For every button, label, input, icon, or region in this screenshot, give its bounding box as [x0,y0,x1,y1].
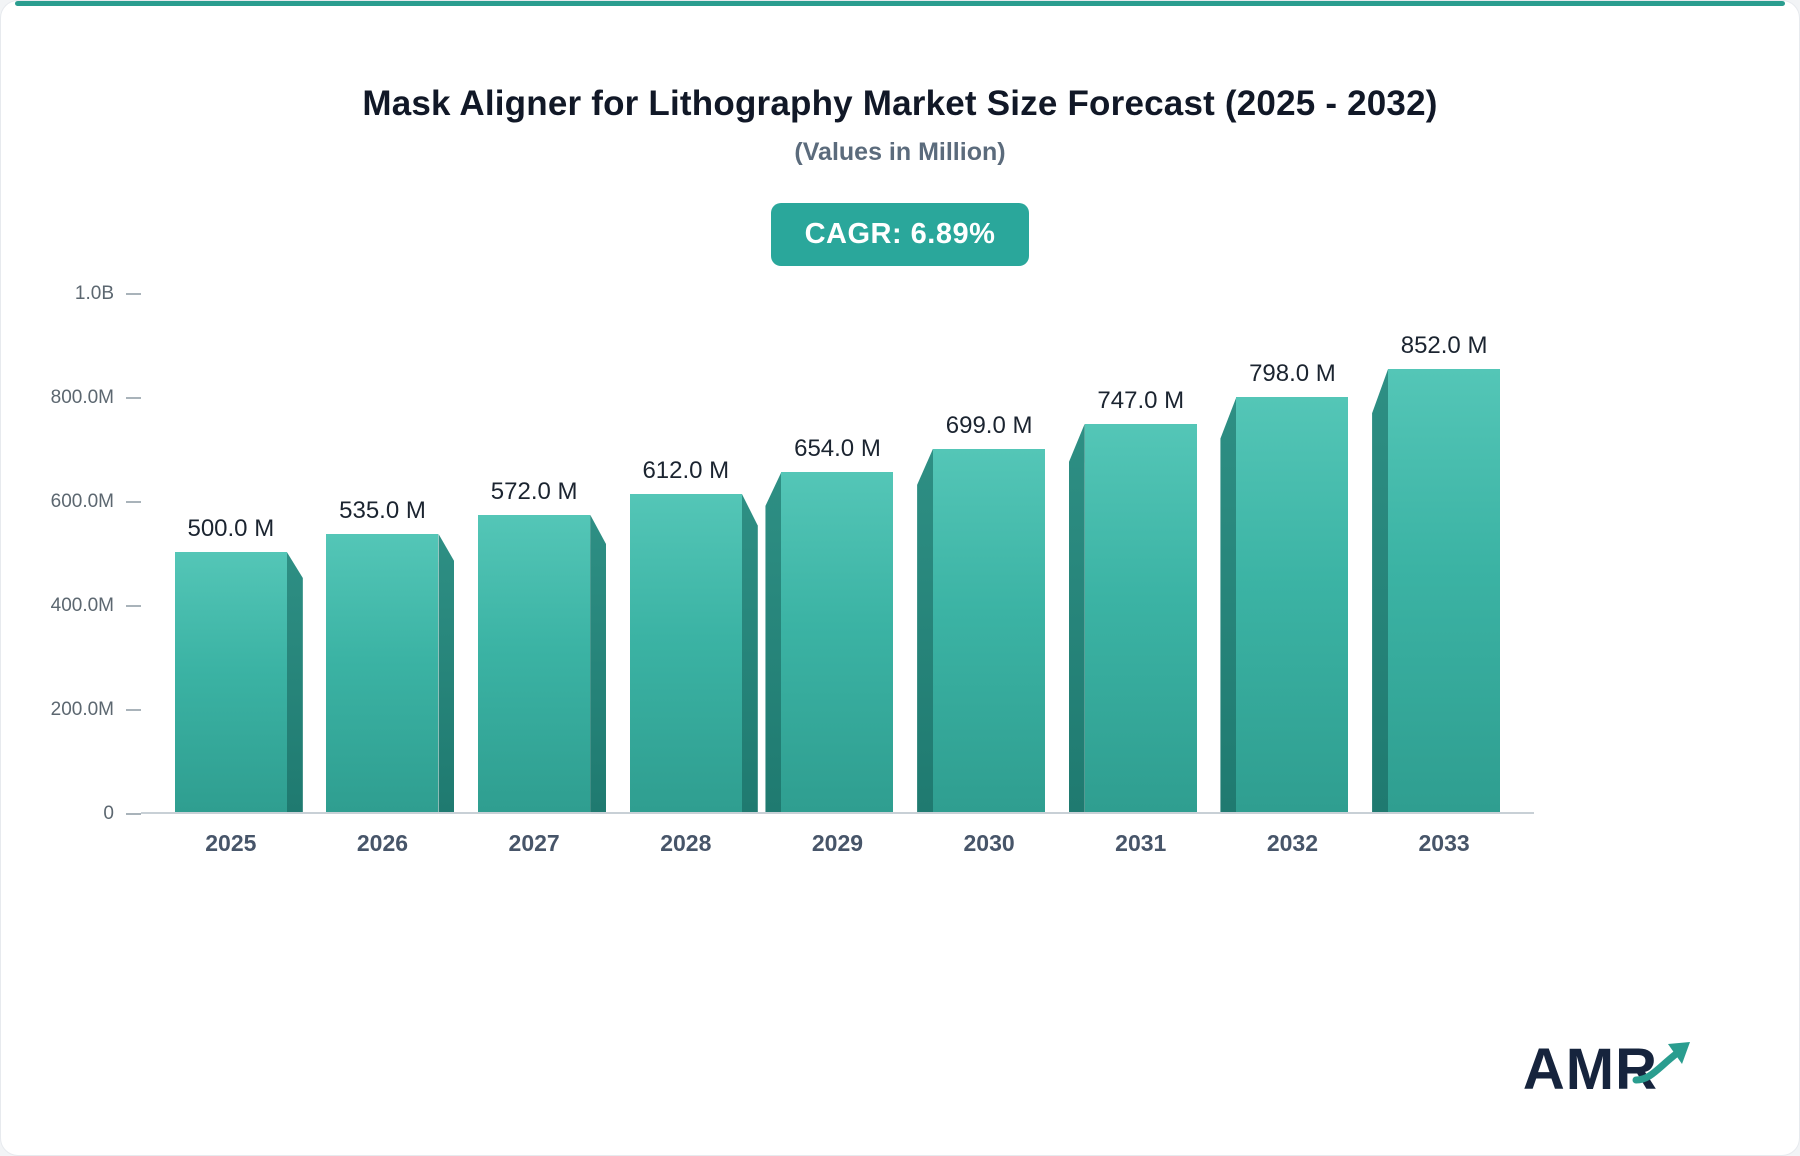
x-axis-label: 2030 [963,830,1015,856]
x-axis-label: 2028 [660,830,712,856]
y-axis-label: 800.0M [50,387,114,408]
chart-area: 1.0B 800.0M 600.0M 400.0M 200.0M 0 500.0 M 535… [1,283,1799,857]
bar-value-label: 535.0 M [339,496,426,524]
y-axis-label: 600.0M [50,491,114,512]
bar-column: 572.0 M [459,294,609,812]
y-axis-label: 0 [103,803,114,824]
bar-column: 500.0 M [156,294,306,812]
y-tick: 800.0M [51,387,141,409]
amr-logo: AMR [1523,1036,1694,1103]
amr-logo-text: AMR [1522,1037,1658,1102]
bar [629,493,758,812]
y-axis-tick [126,709,141,711]
x-axis-label: 2031 [1115,830,1167,856]
bars-container: 500.0 M 535.0 M 572.0 M 612.0 M 654.0 M 699.0… [141,294,1534,812]
chart-title: Mask Aligner for Lithography Market Size… [362,84,1438,123]
x-axis: 2025 2026 2027 2028 2029 2030 2031 2032 2033 [141,830,1534,857]
bar-column: 852.0 M [1369,294,1519,812]
bar [478,514,607,812]
bar-side-face [1068,423,1085,812]
y-axis-label: 400.0M [50,595,114,616]
bar-side-face [1372,368,1389,812]
bar [174,552,303,812]
bar-side-face [438,533,455,812]
bar-value-label: 500.0 M [187,515,275,542]
bar-column: 535.0 M [307,294,457,812]
bar [765,471,894,812]
bar-value-label: 852.0 M [1400,331,1488,359]
bar [917,448,1046,812]
y-axis-label: 1.0B [74,283,114,304]
bar-column: 612.0 M [611,294,761,812]
bar-value-label: 798.0 M [1249,360,1336,388]
y-tick: 1.0B [75,283,141,305]
chart-subtitle: (Values in Million) [794,138,1006,166]
bar-side-face [1220,397,1237,812]
bar-value-label: 699.0 M [945,411,1033,439]
bar-value-label: 747.0 M [1097,386,1185,414]
y-tick: 0 [103,803,141,825]
x-axis-label: 2026 [356,830,409,856]
bar-value-label: 654.0 M [794,434,881,462]
x-axis-label: 2033 [1418,830,1470,856]
x-axis-label: 2029 [811,830,864,856]
y-axis-tick [126,605,141,607]
bar [1220,397,1349,812]
y-axis-tick [126,813,141,815]
bar-value-label: 572.0 M [490,477,578,505]
x-axis-label: 2025 [205,830,257,856]
y-axis-tick [126,293,141,295]
bar-column: 699.0 M [914,294,1064,812]
top-accent-bar [15,1,1785,6]
y-axis: 1.0B 800.0M 600.0M 400.0M 200.0M 0 [31,283,141,824]
y-axis-tick [126,397,141,399]
cagr-badge: CAGR: 6.89% [770,203,1030,266]
bar [1068,423,1197,812]
bar [1372,368,1501,812]
plot-area: 500.0 M 535.0 M 572.0 M 612.0 M 654.0 M 699.0… [141,294,1534,814]
bar-side-face [741,493,758,812]
bar-column: 798.0 M [1217,294,1367,812]
trend-up-arrow-icon [1632,1040,1694,1093]
bar-side-face [917,448,934,812]
x-axis-label: 2032 [1266,830,1318,856]
bar-column: 654.0 M [762,294,912,812]
bar-value-label: 612.0 M [642,456,730,484]
x-axis-label: 2027 [508,830,560,856]
bar-side-face [765,471,782,812]
y-tick: 600.0M [51,491,141,513]
bar-column: 747.0 M [1066,294,1216,812]
y-tick: 200.0M [51,699,141,721]
plot-column: 500.0 M 535.0 M 572.0 M 612.0 M 654.0 M 699.0… [141,294,1534,857]
badge-row: CAGR: 6.89% [1,203,1799,266]
y-axis-label: 200.0M [50,699,114,720]
bar [326,533,455,812]
y-axis-tick [126,501,141,503]
chart-header: Mask Aligner for Lithography Market Size… [1,84,1799,167]
bar-side-face [286,552,303,812]
y-tick: 400.0M [51,595,141,617]
bar-side-face [590,514,607,812]
